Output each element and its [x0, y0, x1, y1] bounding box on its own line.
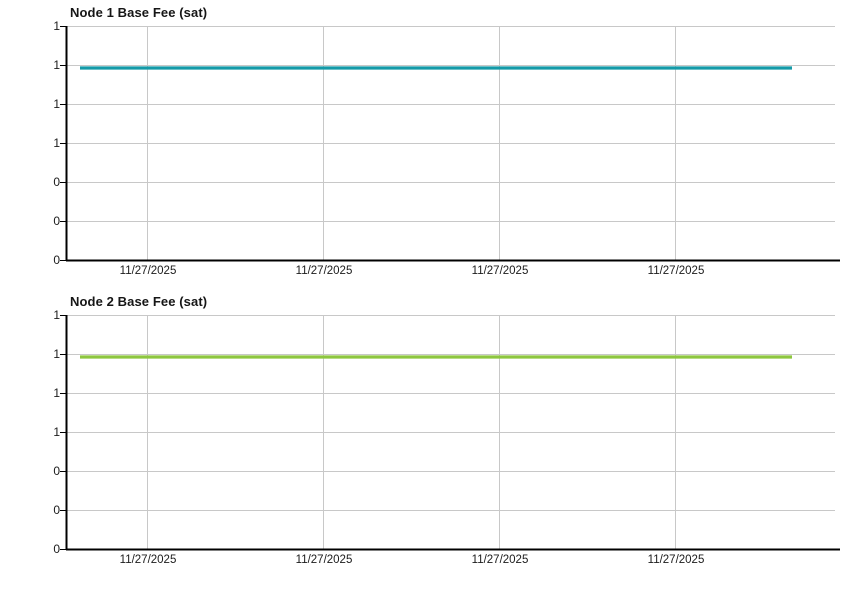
vertical-gridlines — [147, 26, 676, 260]
y-tick-label: 0 — [53, 542, 60, 556]
y-tick-label: 1 — [53, 58, 60, 72]
y-tick-label: 1 — [53, 136, 60, 150]
y-tick-label: 0 — [53, 464, 60, 478]
x-axis-tick-labels-node-1: 11/27/2025 11/27/2025 11/27/2025 11/27/2… — [0, 0, 860, 295]
y-tick-label: 1 — [53, 386, 60, 400]
x-tick-label: 11/27/2025 — [295, 265, 353, 277]
y-tick-label: 1 — [53, 425, 60, 439]
y-tick-label: 1 — [53, 308, 60, 322]
chart-panel-node-2: Node 2 Base Fee (sat) — [0, 289, 860, 584]
y-tick-label: 0 — [53, 253, 60, 267]
x-tick-label: 11/27/2025 — [647, 265, 705, 277]
y-axis-tick-labels-node-1: 1 1 1 1 0 0 0 — [34, 0, 60, 295]
plot-svg-node-1 — [60, 25, 840, 262]
y-tick-label: 0 — [53, 214, 60, 228]
plot-area-node-2[interactable]: 1 1 1 1 0 0 0 11/27/2025 11/27/2025 11/2… — [0, 289, 860, 584]
y-tick-label: 1 — [53, 19, 60, 33]
x-tick-label: 11/27/2025 — [119, 554, 177, 566]
horizontal-gridlines — [66, 26, 835, 222]
chart-panel-node-1: Node 1 Base Fee (sat) — [0, 0, 860, 295]
y-axis-ticks — [60, 25, 66, 262]
y-tick-label: 1 — [53, 97, 60, 111]
plot-svg-node-2 — [60, 314, 840, 551]
vertical-gridlines — [147, 315, 676, 549]
x-tick-label: 11/27/2025 — [471, 554, 529, 566]
y-axis-ticks — [60, 314, 66, 551]
x-tick-label: 11/27/2025 — [471, 265, 529, 277]
y-axis-tick-labels-node-2: 1 1 1 1 0 0 0 — [34, 289, 60, 584]
x-tick-label: 11/27/2025 — [647, 554, 705, 566]
horizontal-gridlines — [66, 315, 835, 511]
x-axis-tick-labels-node-2: 11/27/2025 11/27/2025 11/27/2025 11/27/2… — [0, 289, 860, 584]
plot-area-node-1[interactable]: 1 1 1 1 0 0 0 11/27/2025 11/27/2025 11/2… — [0, 0, 860, 295]
chart-title-node-1: Node 1 Base Fee (sat) — [70, 5, 208, 20]
chart-title-node-2: Node 2 Base Fee (sat) — [70, 294, 208, 309]
y-tick-label: 0 — [53, 175, 60, 189]
y-tick-label: 1 — [53, 347, 60, 361]
x-tick-label: 11/27/2025 — [295, 554, 353, 566]
x-tick-label: 11/27/2025 — [119, 265, 177, 277]
y-tick-label: 0 — [53, 503, 60, 517]
